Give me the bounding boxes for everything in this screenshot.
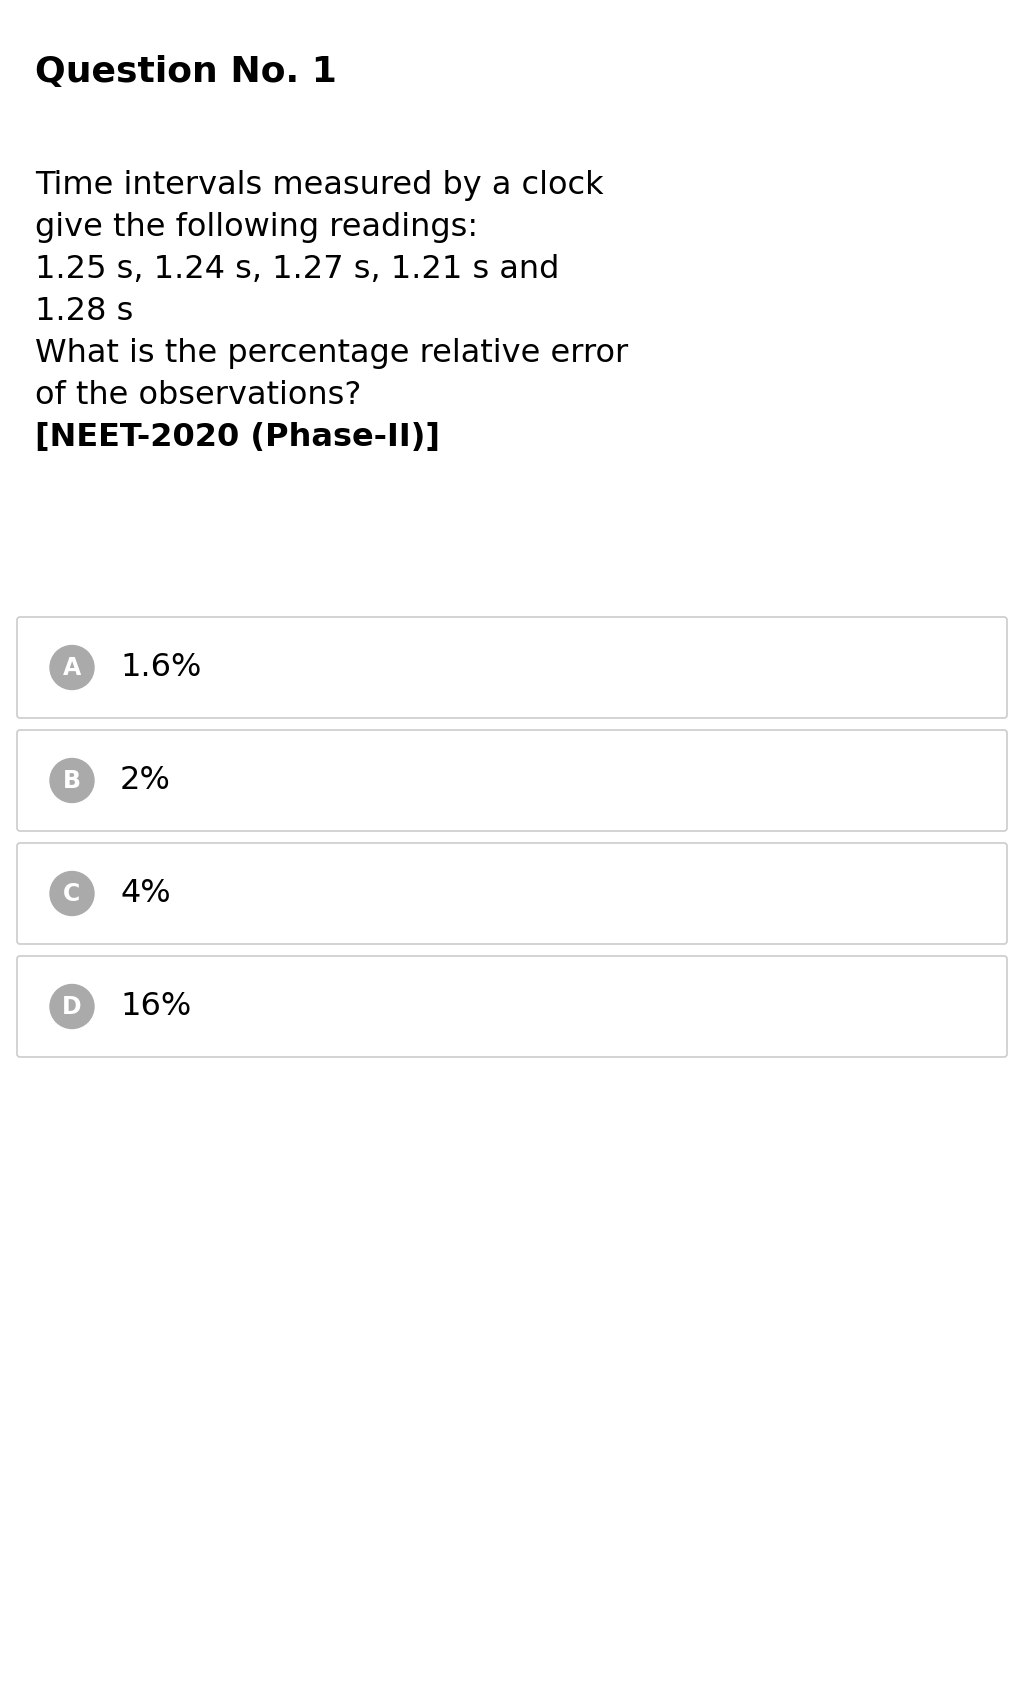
Text: 4%: 4% (120, 877, 171, 909)
FancyBboxPatch shape (17, 617, 1007, 719)
Text: 2%: 2% (120, 764, 171, 796)
Circle shape (50, 646, 94, 690)
Text: A: A (62, 656, 81, 680)
Text: C: C (63, 882, 81, 906)
Text: [NEET-2020 (Phase-II)]: [NEET-2020 (Phase-II)] (35, 422, 440, 454)
Text: give the following readings:: give the following readings: (35, 213, 478, 243)
Text: Time intervals measured by a clock: Time intervals measured by a clock (35, 170, 603, 201)
Circle shape (50, 759, 94, 803)
FancyBboxPatch shape (17, 730, 1007, 832)
Text: 1.28 s: 1.28 s (35, 295, 133, 327)
Circle shape (50, 872, 94, 916)
Text: What is the percentage relative error: What is the percentage relative error (35, 337, 629, 369)
Text: Question No. 1: Question No. 1 (35, 56, 337, 89)
Text: 1.25 s, 1.24 s, 1.27 s, 1.21 s and: 1.25 s, 1.24 s, 1.27 s, 1.21 s and (35, 255, 559, 285)
Text: 1.6%: 1.6% (120, 651, 202, 683)
Circle shape (50, 985, 94, 1029)
Text: of the observations?: of the observations? (35, 380, 361, 412)
FancyBboxPatch shape (17, 957, 1007, 1058)
Text: 16%: 16% (120, 990, 191, 1022)
Text: D: D (62, 995, 82, 1019)
FancyBboxPatch shape (17, 844, 1007, 945)
Text: B: B (63, 769, 81, 793)
